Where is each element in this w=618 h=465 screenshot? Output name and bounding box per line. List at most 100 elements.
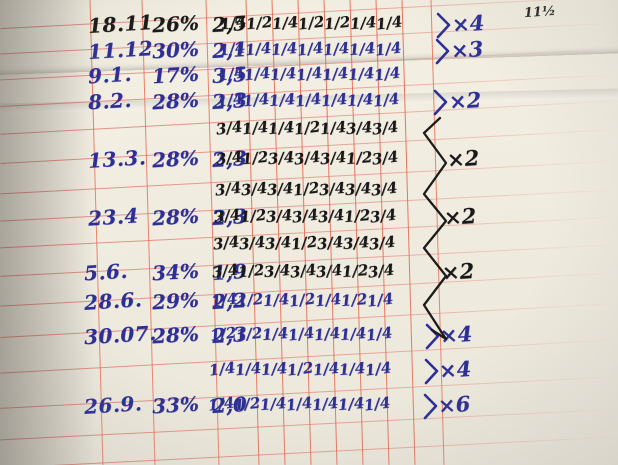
cell-fraction: 1/4 (348, 38, 377, 60)
cell-fraction: 3/4 (371, 117, 400, 139)
row-multiplier: ×2 (443, 202, 478, 231)
cell-percent: 34% (151, 258, 200, 286)
cell-date: 13.3. (87, 145, 147, 173)
cell-fraction: 1/4 (268, 89, 297, 111)
cell-fraction: 1/4 (271, 12, 300, 34)
cell-fraction: 1/4 (208, 358, 237, 380)
cell-fraction: 3/4 (342, 232, 370, 254)
cell-fraction: 3/4 (288, 260, 318, 282)
cell-fraction: 3/4 (264, 205, 293, 227)
row-multiplier: ×2 (447, 86, 482, 115)
cell-fraction: 1/2 (296, 12, 326, 34)
cell-percent: 26% (151, 10, 200, 38)
cell-fraction: 1/4 (234, 358, 263, 380)
cell-percent: 28% (151, 321, 200, 349)
cell-fraction: 1/4 (349, 12, 378, 34)
cell-percent: 30% (151, 36, 200, 64)
cell-date: 18.11 (87, 9, 154, 39)
cell-fraction: 1/4 (320, 89, 349, 111)
cell-fraction: 1/4 (241, 117, 270, 139)
row-multiplier: ×6 (436, 390, 471, 419)
cell-fraction: 1/4 (365, 323, 394, 345)
cell-fraction: 1/4 (287, 323, 316, 345)
cell-fraction: 1/4 (218, 12, 248, 34)
corner-annotation: 11½ (523, 3, 557, 22)
cell-fraction: 1/4 (374, 12, 404, 34)
cell-fraction: 3/4 (211, 232, 241, 254)
left-edge-shadow (0, 0, 96, 465)
cell-fraction: 1/4 (296, 38, 325, 60)
cell-fraction: 1/4 (365, 289, 395, 311)
cell-fraction: 1/2 (233, 393, 262, 415)
cell-fraction: 1/4 (373, 63, 402, 85)
cell-fraction: 1/2 (236, 289, 265, 311)
cell-fraction: 1/4 (322, 38, 351, 60)
cell-fraction: 3/4 (265, 178, 294, 200)
cell-fraction: 1/4 (259, 393, 288, 415)
cell-fraction: 1/4 (364, 358, 393, 380)
cell-fraction: 1/4 (242, 89, 271, 111)
cell-fraction: 3/4 (345, 117, 374, 139)
cell-percent: 28% (151, 145, 200, 173)
cell-fraction: 3/4 (317, 178, 346, 200)
cell-fraction: 1/4 (337, 393, 366, 415)
cell-fraction: 1/4 (339, 323, 368, 345)
cell-fraction: 1/4 (294, 89, 323, 111)
cell-fraction: 3/4 (366, 260, 396, 282)
cell-percent: 28% (151, 87, 200, 115)
row-multiplier: ×4 (451, 9, 486, 38)
cell-fraction: 3/4 (367, 232, 397, 254)
cell-fraction: 3/4 (237, 232, 266, 254)
cell-fraction: 1/4 (262, 289, 291, 311)
cell-fraction: 3/4 (263, 260, 291, 282)
cell-fraction: 1/2 (287, 289, 317, 311)
cell-fraction: 1/2 (240, 147, 269, 169)
cell-fraction: 1/4 (313, 323, 342, 345)
cell-fraction: 1/4 (319, 117, 348, 139)
cell-fraction: 3/4 (210, 260, 240, 282)
cell-fraction: 3/4 (239, 178, 268, 200)
cell-fraction: 1/4 (372, 89, 401, 111)
cell-date: 11.12 (87, 35, 154, 65)
cell-fraction: 1/4 (285, 393, 314, 415)
cell-fraction: 3/4 (343, 178, 372, 200)
cell-fraction: 1/4 (346, 89, 375, 111)
cell-fraction: 3/4 (318, 147, 347, 169)
cell-fraction: 1/4 (209, 289, 239, 311)
cell-fraction: 1/4 (321, 63, 350, 85)
cell-fraction: 1/4 (374, 38, 403, 60)
cell-fraction: 3/4 (213, 178, 242, 200)
cell-fraction: 1/2 (209, 323, 238, 345)
row-multiplier: ×2 (445, 144, 480, 173)
cell-fraction: 3/4 (264, 232, 292, 254)
cell-fraction: 1/2 (235, 323, 264, 345)
cell-fraction: 1/2 (293, 117, 322, 139)
cell-fraction: 3/4 (212, 205, 242, 227)
cell-fraction: 1/2 (341, 260, 369, 282)
cell-fraction: 1/2 (238, 205, 267, 227)
cell-percent: 29% (151, 287, 200, 315)
cell-fraction: 1/4 (312, 358, 341, 380)
cell-fraction: 3/4 (315, 232, 344, 254)
cell-percent: 28% (151, 203, 200, 231)
cell-fraction: 1/2 (291, 178, 320, 200)
cell-fraction: 3/4 (266, 147, 295, 169)
cell-fraction: 3/4 (214, 147, 243, 169)
cell-fraction: 1/2 (340, 289, 369, 311)
cell-fraction: 1/4 (311, 393, 340, 415)
cell-percent: 17% (151, 61, 200, 89)
row-multiplier: ×2 (441, 257, 476, 286)
cell-fraction: 3/4 (370, 147, 399, 169)
cell-fraction: 1/2 (344, 147, 373, 169)
row-multiplier: ×4 (439, 320, 473, 349)
cell-fraction: 1/4 (207, 393, 236, 415)
cell-fraction: 3/4 (316, 205, 345, 227)
cell-fraction: 1/4 (347, 63, 376, 85)
cell-fraction: 1/2 (323, 12, 352, 34)
cell-fraction: 1/4 (243, 63, 272, 85)
cell-fraction: 1/4 (261, 323, 290, 345)
cell-fraction: 1/4 (314, 289, 343, 311)
cell-fraction: 1/4 (267, 117, 296, 139)
cell-fraction: 1/2 (236, 260, 266, 282)
